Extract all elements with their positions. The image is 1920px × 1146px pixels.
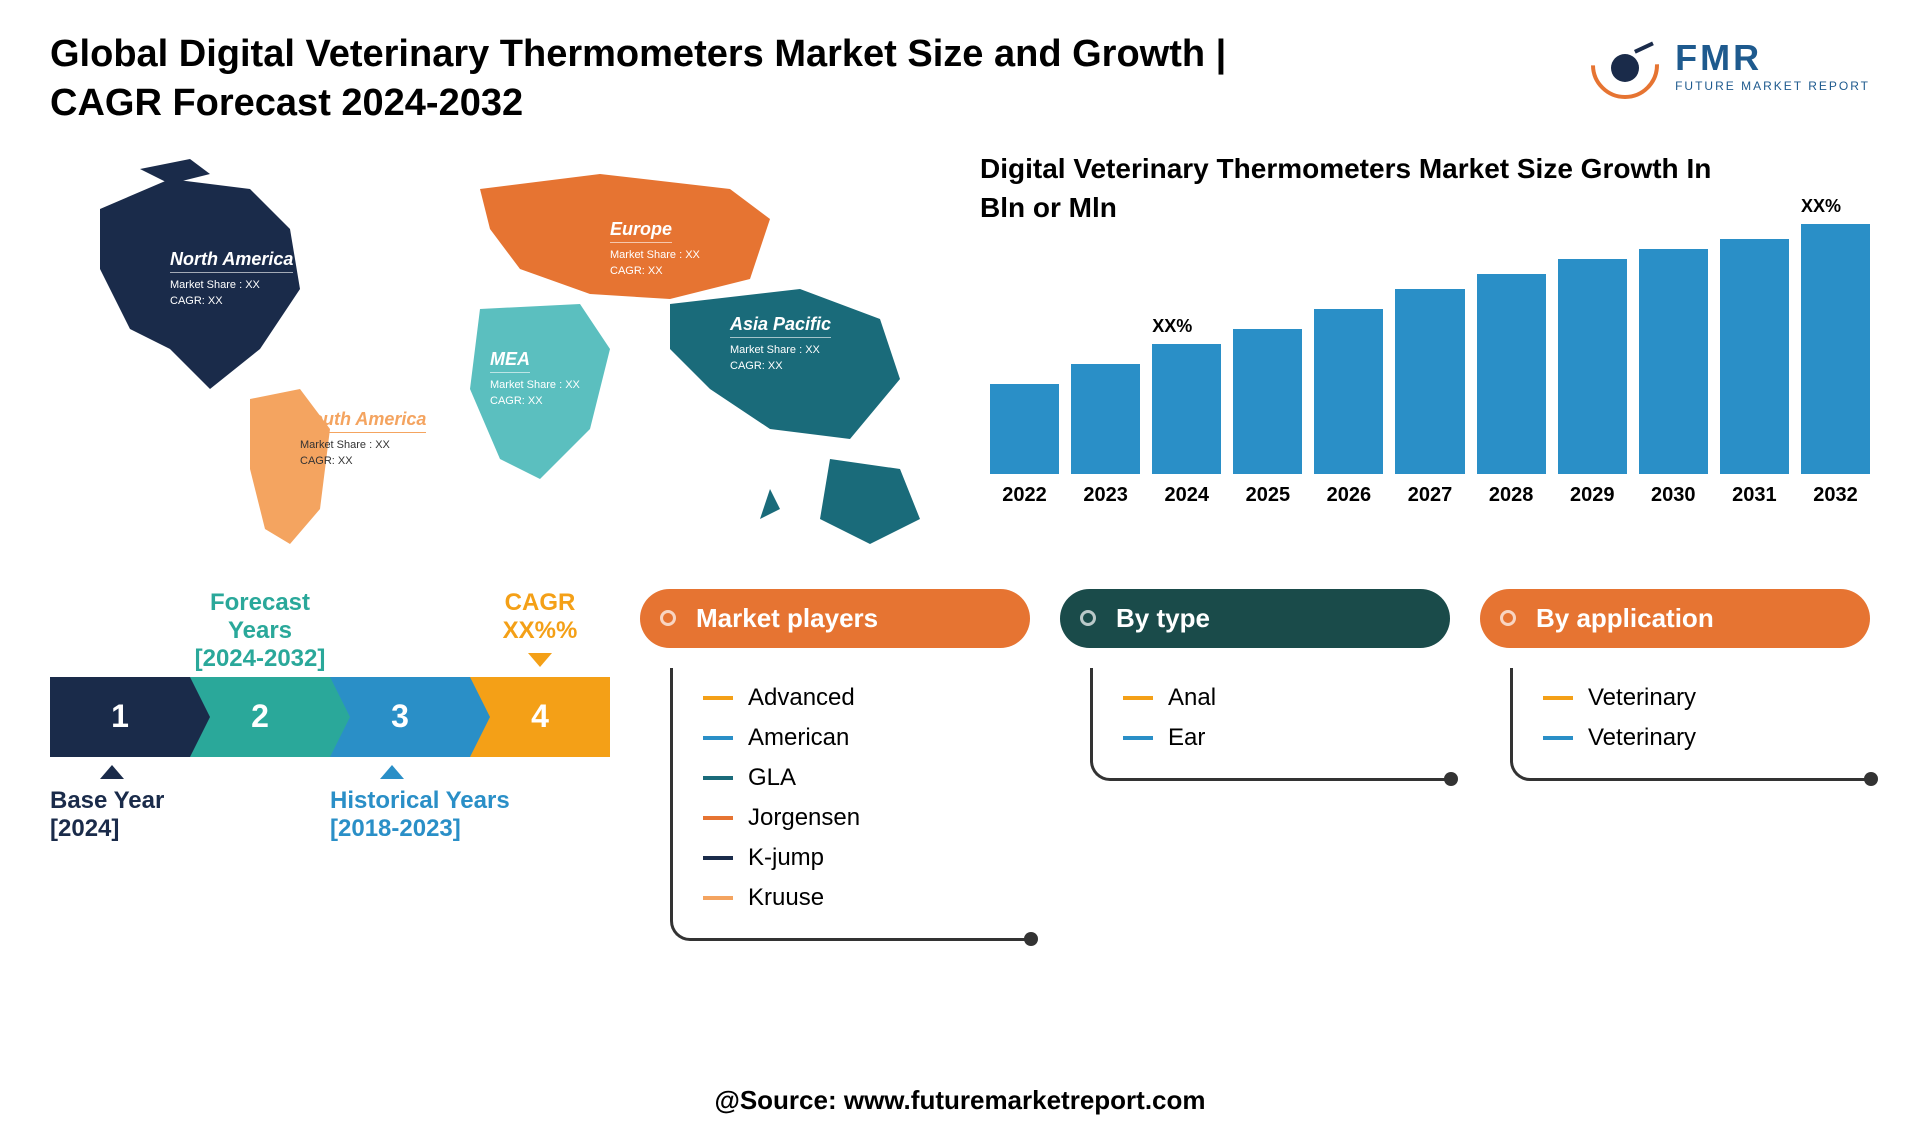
pill-header: By type: [1060, 589, 1450, 648]
pill-item: Jorgensen: [703, 798, 1030, 838]
source-attribution: @Source: www.futuremarketreport.com: [714, 1085, 1205, 1116]
pill-list: VeterinaryVeterinary: [1510, 668, 1870, 781]
bar-year: 2023: [1083, 484, 1128, 507]
region-ap: Asia Pacific Market Share : XXCAGR: XX: [730, 314, 831, 375]
bar-year: 2022: [1002, 484, 1047, 507]
bar-label: XX%: [1152, 316, 1192, 337]
bar-2030: 2030: [1639, 249, 1708, 507]
bar-year: 2026: [1327, 484, 1372, 507]
bar-2032: XX%2032: [1801, 224, 1870, 507]
logo-subtitle: FUTURE MARKET REPORT: [1675, 79, 1870, 93]
bar-chart-section: Digital Veterinary Thermometers Market S…: [980, 149, 1870, 549]
bar-2029: 2029: [1558, 259, 1627, 507]
pill-header: By application: [1480, 589, 1870, 648]
bar-year: 2029: [1570, 484, 1615, 507]
main-row: North America Market Share : XXCAGR: XX …: [50, 149, 1870, 549]
logo-text: FMR: [1675, 37, 1870, 79]
pill-item: Anal: [1123, 678, 1450, 718]
bar-chart: 20222023XX%20242025202620272028202920302…: [980, 247, 1870, 507]
timeline-bottom-label: Historical Years[2018-2023]: [330, 765, 530, 843]
pill-list: AnalEar: [1090, 668, 1450, 781]
bar-2027: 2027: [1395, 289, 1464, 507]
pill-item: American: [703, 718, 1030, 758]
bar-2023: 2023: [1071, 364, 1140, 507]
bar-2031: 2031: [1720, 239, 1789, 507]
timeline-seg-2: 2: [190, 677, 330, 757]
bar-year: 2024: [1164, 484, 1209, 507]
bar-2022: 2022: [990, 384, 1059, 507]
pill-item: GLA: [703, 758, 1030, 798]
region-mea: MEA Market Share : XXCAGR: XX: [490, 349, 580, 410]
region-na: North America Market Share : XXCAGR: XX: [170, 249, 293, 310]
pill-section: Market players AdvancedAmericanGLAJorgens…: [640, 589, 1870, 941]
region-sa: South America Market Share : XXCAGR: XX: [300, 409, 426, 470]
region-eu: Europe Market Share : XXCAGR: XX: [610, 219, 700, 280]
pill-column: By application VeterinaryVeterinary: [1480, 589, 1870, 941]
bar-2028: 2028: [1477, 274, 1546, 507]
pill-item: Veterinary: [1543, 718, 1870, 758]
timeline: Forecast Years[2024-2032]CAGRXX%% 1234 B…: [50, 589, 610, 941]
pill-column: Market players AdvancedAmericanGLAJorgens…: [640, 589, 1030, 941]
timeline-bottom-label: Base Year[2024]: [50, 765, 250, 843]
bar-year: 2027: [1408, 484, 1453, 507]
pill-item: K-jump: [703, 838, 1030, 878]
header: Global Digital Veterinary Thermometers M…: [50, 30, 1870, 129]
timeline-seg-1: 1: [50, 677, 190, 757]
pill-item: Kruuse: [703, 878, 1030, 918]
bar-year: 2028: [1489, 484, 1534, 507]
timeline-seg-4: 4: [470, 677, 610, 757]
logo: FMR FUTURE MARKET REPORT: [1590, 30, 1870, 100]
pill-list: AdvancedAmericanGLAJorgensenK-jumpKruuse: [670, 668, 1030, 941]
world-map: North America Market Share : XXCAGR: XX …: [50, 149, 950, 549]
bar-year: 2031: [1732, 484, 1777, 507]
timeline-seg-3: 3: [330, 677, 470, 757]
bar-year: 2030: [1651, 484, 1696, 507]
bar-year: 2032: [1813, 484, 1858, 507]
page-title: Global Digital Veterinary Thermometers M…: [50, 30, 1250, 129]
bar-2024: XX%2024: [1152, 344, 1221, 507]
bar-label: XX%: [1801, 196, 1841, 217]
bottom-row: Forecast Years[2024-2032]CAGRXX%% 1234 B…: [50, 589, 1870, 941]
pill-header: Market players: [640, 589, 1030, 648]
timeline-top-label: CAGRXX%%: [470, 589, 610, 667]
fmr-logo-icon: [1590, 30, 1660, 100]
bar-year: 2025: [1246, 484, 1291, 507]
pill-item: Veterinary: [1543, 678, 1870, 718]
chart-title: Digital Veterinary Thermometers Market S…: [980, 149, 1870, 227]
pill-item: Ear: [1123, 718, 1450, 758]
bar-2025: 2025: [1233, 329, 1302, 507]
bar-2026: 2026: [1314, 309, 1383, 507]
pill-item: Advanced: [703, 678, 1030, 718]
pill-column: By type AnalEar: [1060, 589, 1450, 941]
